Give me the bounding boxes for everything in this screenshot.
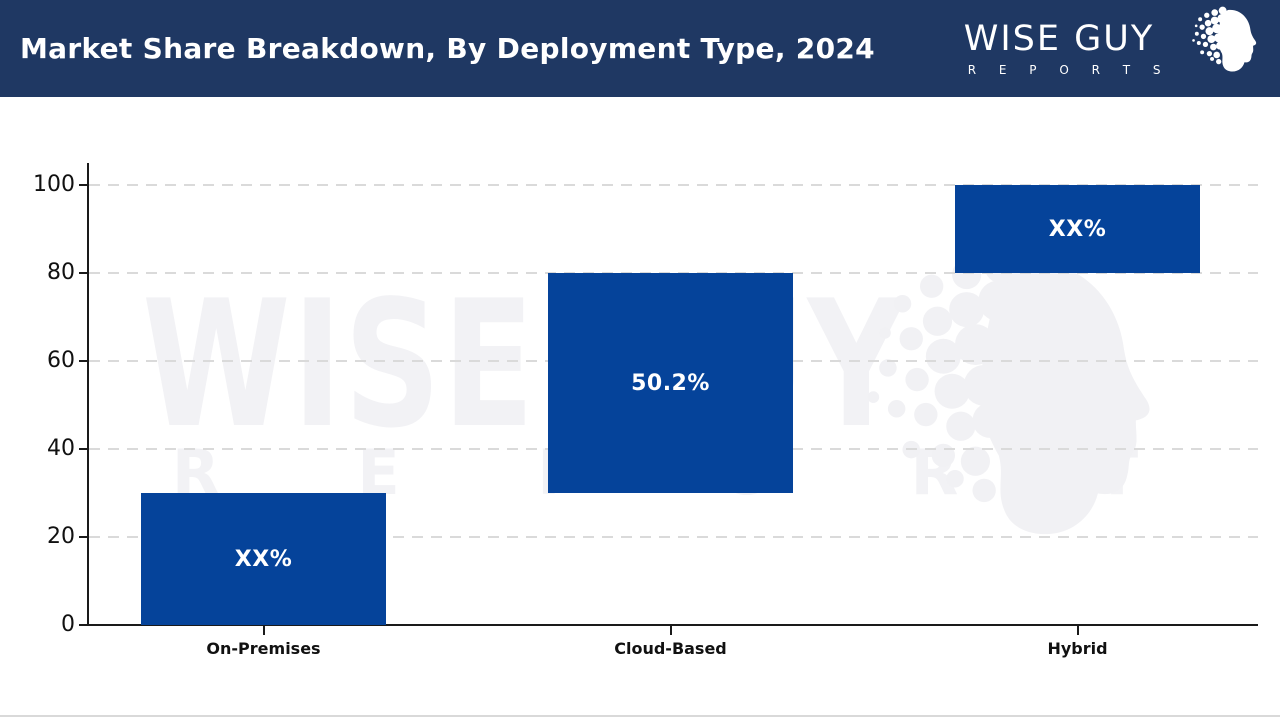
bottom-border <box>0 715 1280 717</box>
y-tick-label-20: 20 <box>47 524 75 549</box>
bar-cloud-based: 50.2% <box>548 273 793 493</box>
x-tick-label-on-premises: On-Premises <box>206 639 321 658</box>
bar-on-premises: XX% <box>141 493 386 625</box>
logo-text: WISE GUY R E P O R T S <box>963 19 1170 78</box>
y-tick-100 <box>79 184 87 186</box>
y-tick-60 <box>79 360 87 362</box>
y-tick-label-40: 40 <box>47 436 75 461</box>
bar-hybrid: XX% <box>955 185 1200 273</box>
x-tick-hybrid <box>1076 626 1079 635</box>
chart-title: Market Share Breakdown, By Deployment Ty… <box>20 32 875 65</box>
y-tick-40 <box>79 448 87 450</box>
y-tick-0 <box>79 624 87 626</box>
y-axis <box>87 163 89 626</box>
bar-value-label-on-premises: XX% <box>234 546 293 572</box>
bar-value-label-cloud-based: 50.2% <box>631 370 710 396</box>
logo-wordmark: WISE GUY <box>963 19 1155 59</box>
logo-reports-text: R E P O R T S <box>967 63 1170 77</box>
x-axis <box>87 624 1258 626</box>
bar-value-label-hybrid: XX% <box>1048 216 1107 242</box>
x-tick-on-premises <box>262 626 265 635</box>
header-bar: Market Share Breakdown, By Deployment Ty… <box>0 0 1280 97</box>
logo-face-icon <box>1170 6 1270 92</box>
x-tick-label-cloud-based: Cloud-Based <box>614 639 727 658</box>
y-tick-80 <box>79 272 87 274</box>
gridline-100 <box>89 184 1258 186</box>
x-tick-label-hybrid: Hybrid <box>1047 639 1108 658</box>
y-tick-20 <box>79 536 87 538</box>
y-tick-label-0: 0 <box>61 612 75 637</box>
y-tick-label-100: 100 <box>33 172 75 197</box>
gridline-20 <box>89 536 1258 538</box>
y-tick-label-80: 80 <box>47 260 75 285</box>
x-tick-cloud-based <box>669 626 672 635</box>
y-tick-label-60: 60 <box>47 348 75 373</box>
watermark-face-icon <box>815 235 1165 635</box>
